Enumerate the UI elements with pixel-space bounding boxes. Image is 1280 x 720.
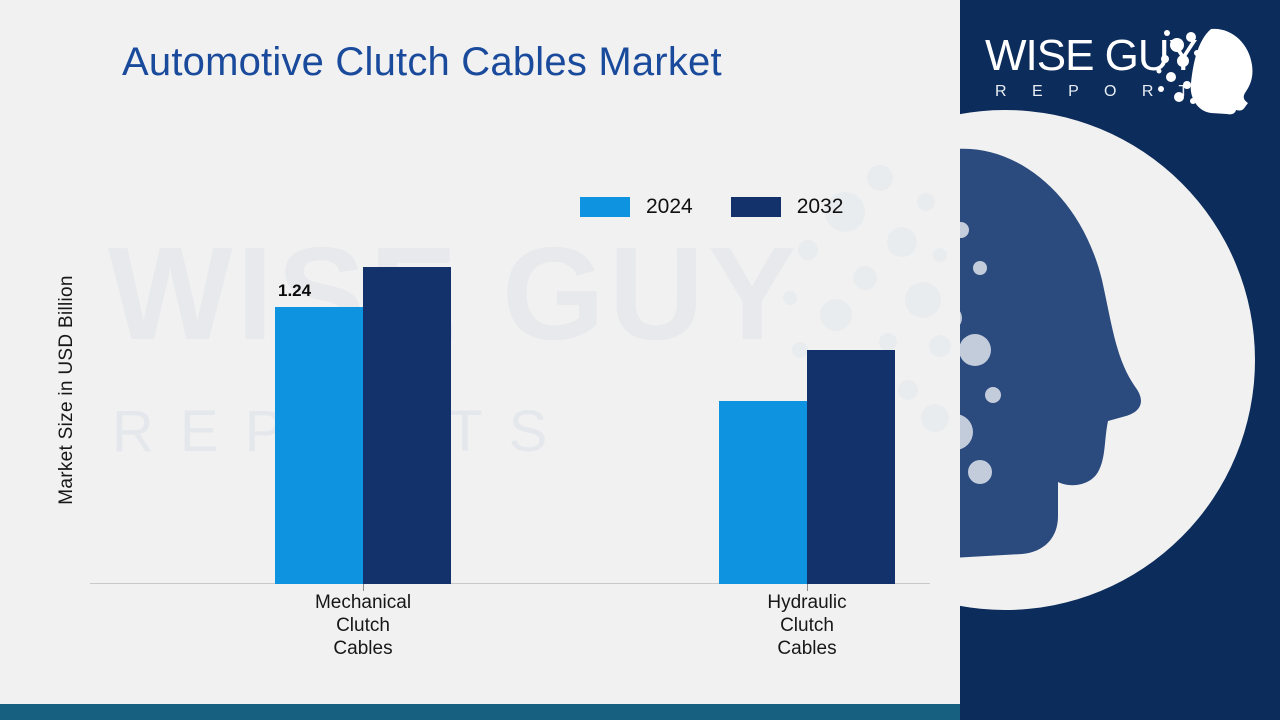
x-axis-tick-0 [363,584,364,591]
page-title: Automotive Clutch Cables Market [122,40,722,84]
bar-group-1 [719,200,895,591]
bottom-accent-strip [0,704,960,720]
logo-head-profile-icon [1156,28,1253,115]
bar-2032-1[interactable] [807,349,895,584]
x-axis-tick-1 [807,584,808,591]
logo-primary-text: WISE GUY [985,31,1198,80]
brand-logo: WISE GUY R E P O R T S [985,25,1255,120]
legend-label-2024: 2024 [646,195,693,218]
bar-2024-1[interactable] [719,400,807,584]
legend-item-2032[interactable]: 2032 [730,195,844,219]
category-label-0: Mechanical Clutch Cables [314,592,412,659]
panel-dots-icon [960,222,1001,484]
y-axis-label-text: Market Size in USD Billion [56,275,77,505]
bar-2024-0[interactable] [275,307,363,584]
legend-item-2024[interactable]: 2024 [580,195,693,219]
bar-2032-0[interactable] [363,266,451,584]
x-axis-baseline [90,583,930,584]
legend-swatch-2032 [730,197,781,217]
category-label-1: Hydraulic Clutch Cables [767,592,847,659]
panel-head-profile-icon [960,148,1141,558]
brand-panel: WISE GUY R E P O R T S [960,0,1280,720]
y-axis-label: Market Size in USD Billion [52,200,82,580]
legend-label-2032: 2032 [796,195,844,218]
bar-value-label-0: 1.24 [278,281,312,301]
bar-group-0: 1.24 [275,200,451,591]
chart-legend: 2024 2032 [580,195,843,219]
legend-swatch-2024 [580,197,630,217]
plot-area: 1.24 [90,200,930,591]
logo-secondary-text: R E P O R T S [995,83,1235,100]
